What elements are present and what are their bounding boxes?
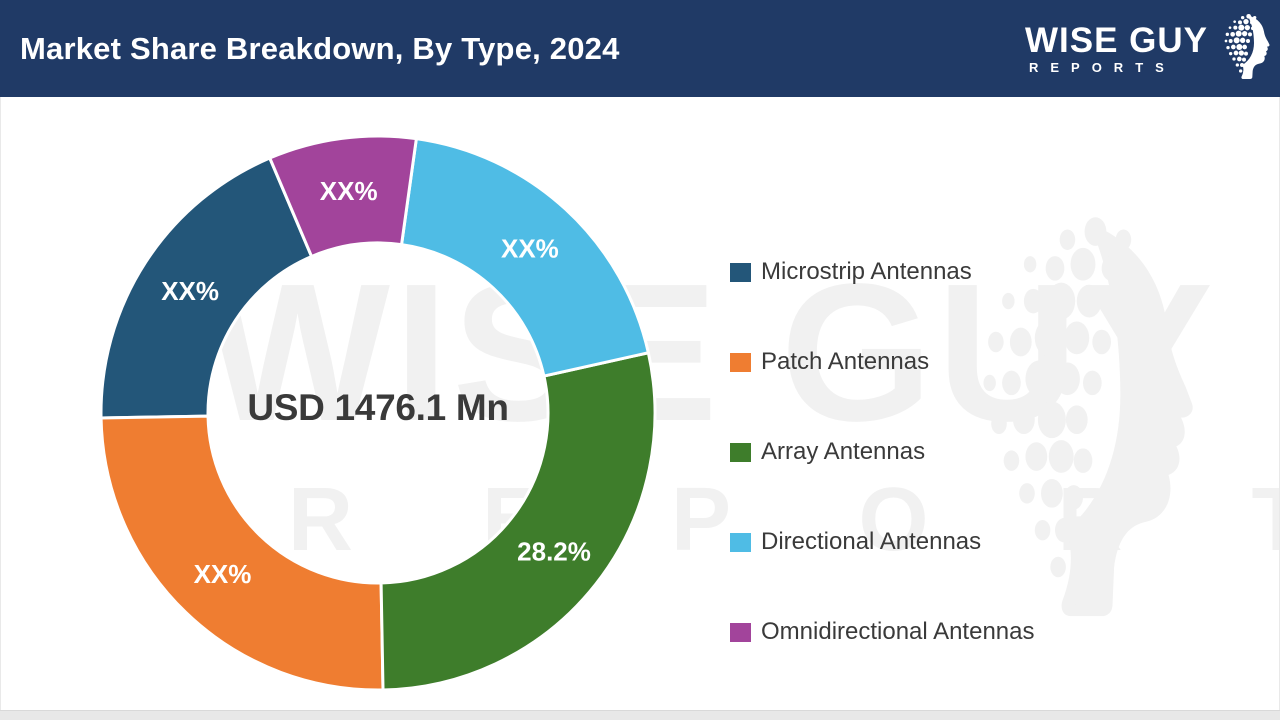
legend-swatch-icon bbox=[730, 262, 751, 282]
logo-text: WISE GUY REPORTS bbox=[1025, 23, 1208, 74]
donut-slice-2 bbox=[379, 351, 657, 692]
chart-area: WISE GUY R E P O R T S XX%XX%28.2%XX%XX%… bbox=[0, 97, 1280, 711]
legend-label: Array Antennas bbox=[761, 438, 926, 465]
logo-face-icon bbox=[1210, 10, 1270, 88]
legend-label: Microstrip Antennas bbox=[761, 258, 972, 285]
slice-value-label-4: XX% bbox=[320, 176, 378, 206]
legend-swatch-icon bbox=[730, 532, 751, 552]
legend-item-0: Microstrip Antennas bbox=[730, 257, 1035, 287]
wise-guy-reports-logo: WISE GUY REPORTS bbox=[1025, 6, 1270, 91]
legend-item-2: Array Antennas bbox=[730, 437, 1035, 467]
legend-swatch-icon bbox=[730, 622, 751, 642]
legend-label: Directional Antennas bbox=[761, 528, 982, 555]
donut-slice-3 bbox=[400, 137, 650, 378]
legend-swatch-icon bbox=[730, 352, 751, 372]
donut-chart: XX% XX% 28.2% XX% XX% bbox=[99, 134, 657, 692]
legend-item-4: Omnidirectional Antennas bbox=[730, 617, 1035, 647]
logo-wordmark: WISE GUY bbox=[1024, 21, 1208, 60]
logo-subtitle: REPORTS bbox=[1028, 60, 1176, 75]
legend-label: Omnidirectional Antennas bbox=[761, 618, 1035, 645]
slice-value-label-2: 28.2% bbox=[517, 537, 591, 567]
chart-title: Market Share Breakdown, By Type, 2024 bbox=[20, 30, 620, 66]
slice-value-label-3: XX% bbox=[501, 233, 559, 263]
donut-center-value: USD 1476.1 Mn bbox=[247, 387, 509, 428]
legend-swatch-icon bbox=[730, 442, 751, 462]
donut-slice-4 bbox=[268, 134, 418, 259]
donut-slice-0 bbox=[99, 156, 314, 420]
legend-item-1: Patch Antennas bbox=[730, 347, 1035, 377]
legend-label: Patch Antennas bbox=[761, 348, 930, 375]
slice-value-label-1: XX% bbox=[194, 559, 252, 589]
chart-legend: Microstrip Antennas Patch Antennas Array A… bbox=[730, 257, 1035, 707]
header-banner: Market Share Breakdown, By Type, 2024 WI… bbox=[0, 0, 1280, 97]
donut-slice-1 bbox=[99, 414, 385, 692]
legend-item-3: Directional Antennas bbox=[730, 527, 1035, 557]
footer-bar bbox=[0, 710, 1280, 720]
slice-value-label-0: XX% bbox=[161, 276, 219, 306]
